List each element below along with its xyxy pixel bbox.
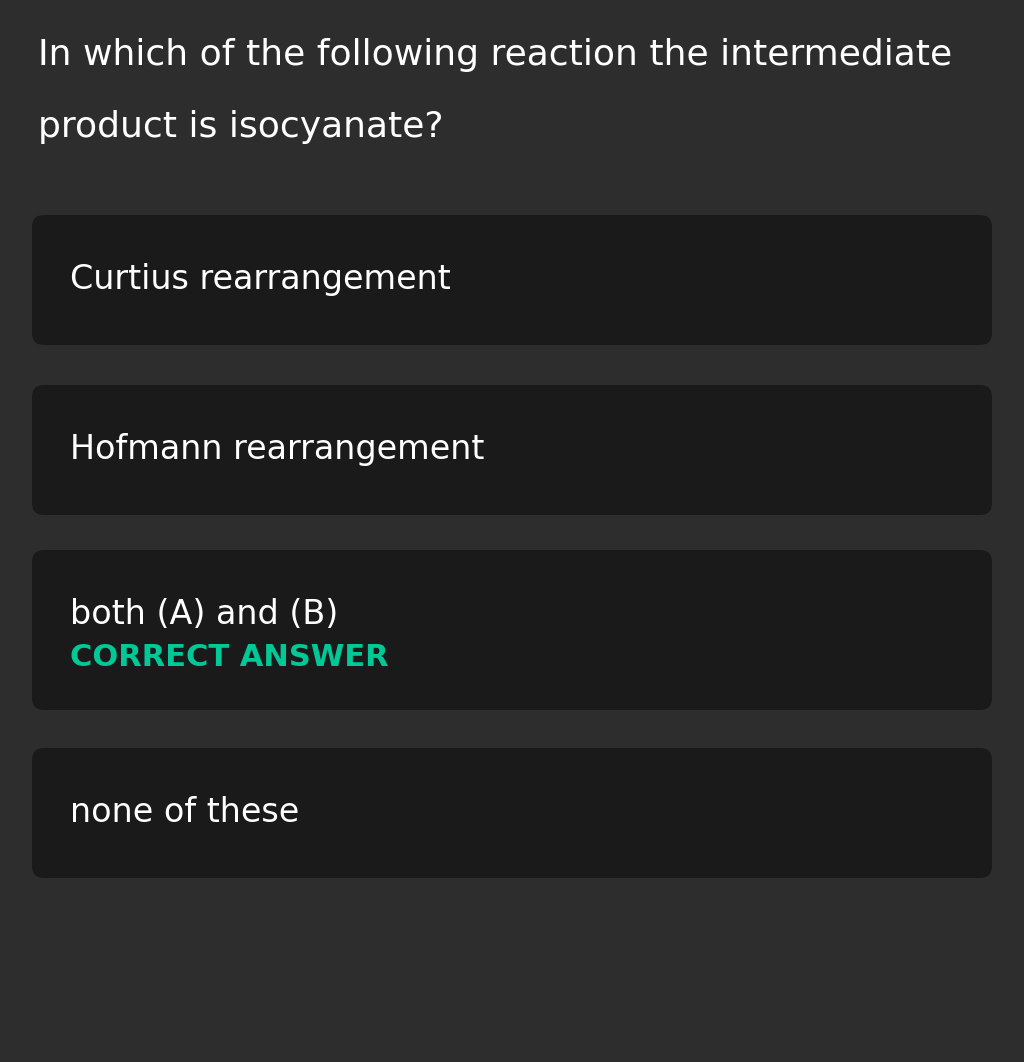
FancyBboxPatch shape: [32, 550, 992, 710]
Text: Hofmann rearrangement: Hofmann rearrangement: [70, 433, 484, 466]
Text: none of these: none of these: [70, 796, 299, 829]
Text: CORRECT ANSWER: CORRECT ANSWER: [70, 643, 389, 672]
Text: Curtius rearrangement: Curtius rearrangement: [70, 263, 451, 296]
Text: both (A) and (B): both (A) and (B): [70, 598, 338, 631]
Text: In which of the following reaction the intermediate: In which of the following reaction the i…: [38, 38, 952, 72]
FancyBboxPatch shape: [32, 386, 992, 515]
Text: product is isocyanate?: product is isocyanate?: [38, 110, 443, 144]
FancyBboxPatch shape: [32, 748, 992, 878]
FancyBboxPatch shape: [32, 215, 992, 345]
